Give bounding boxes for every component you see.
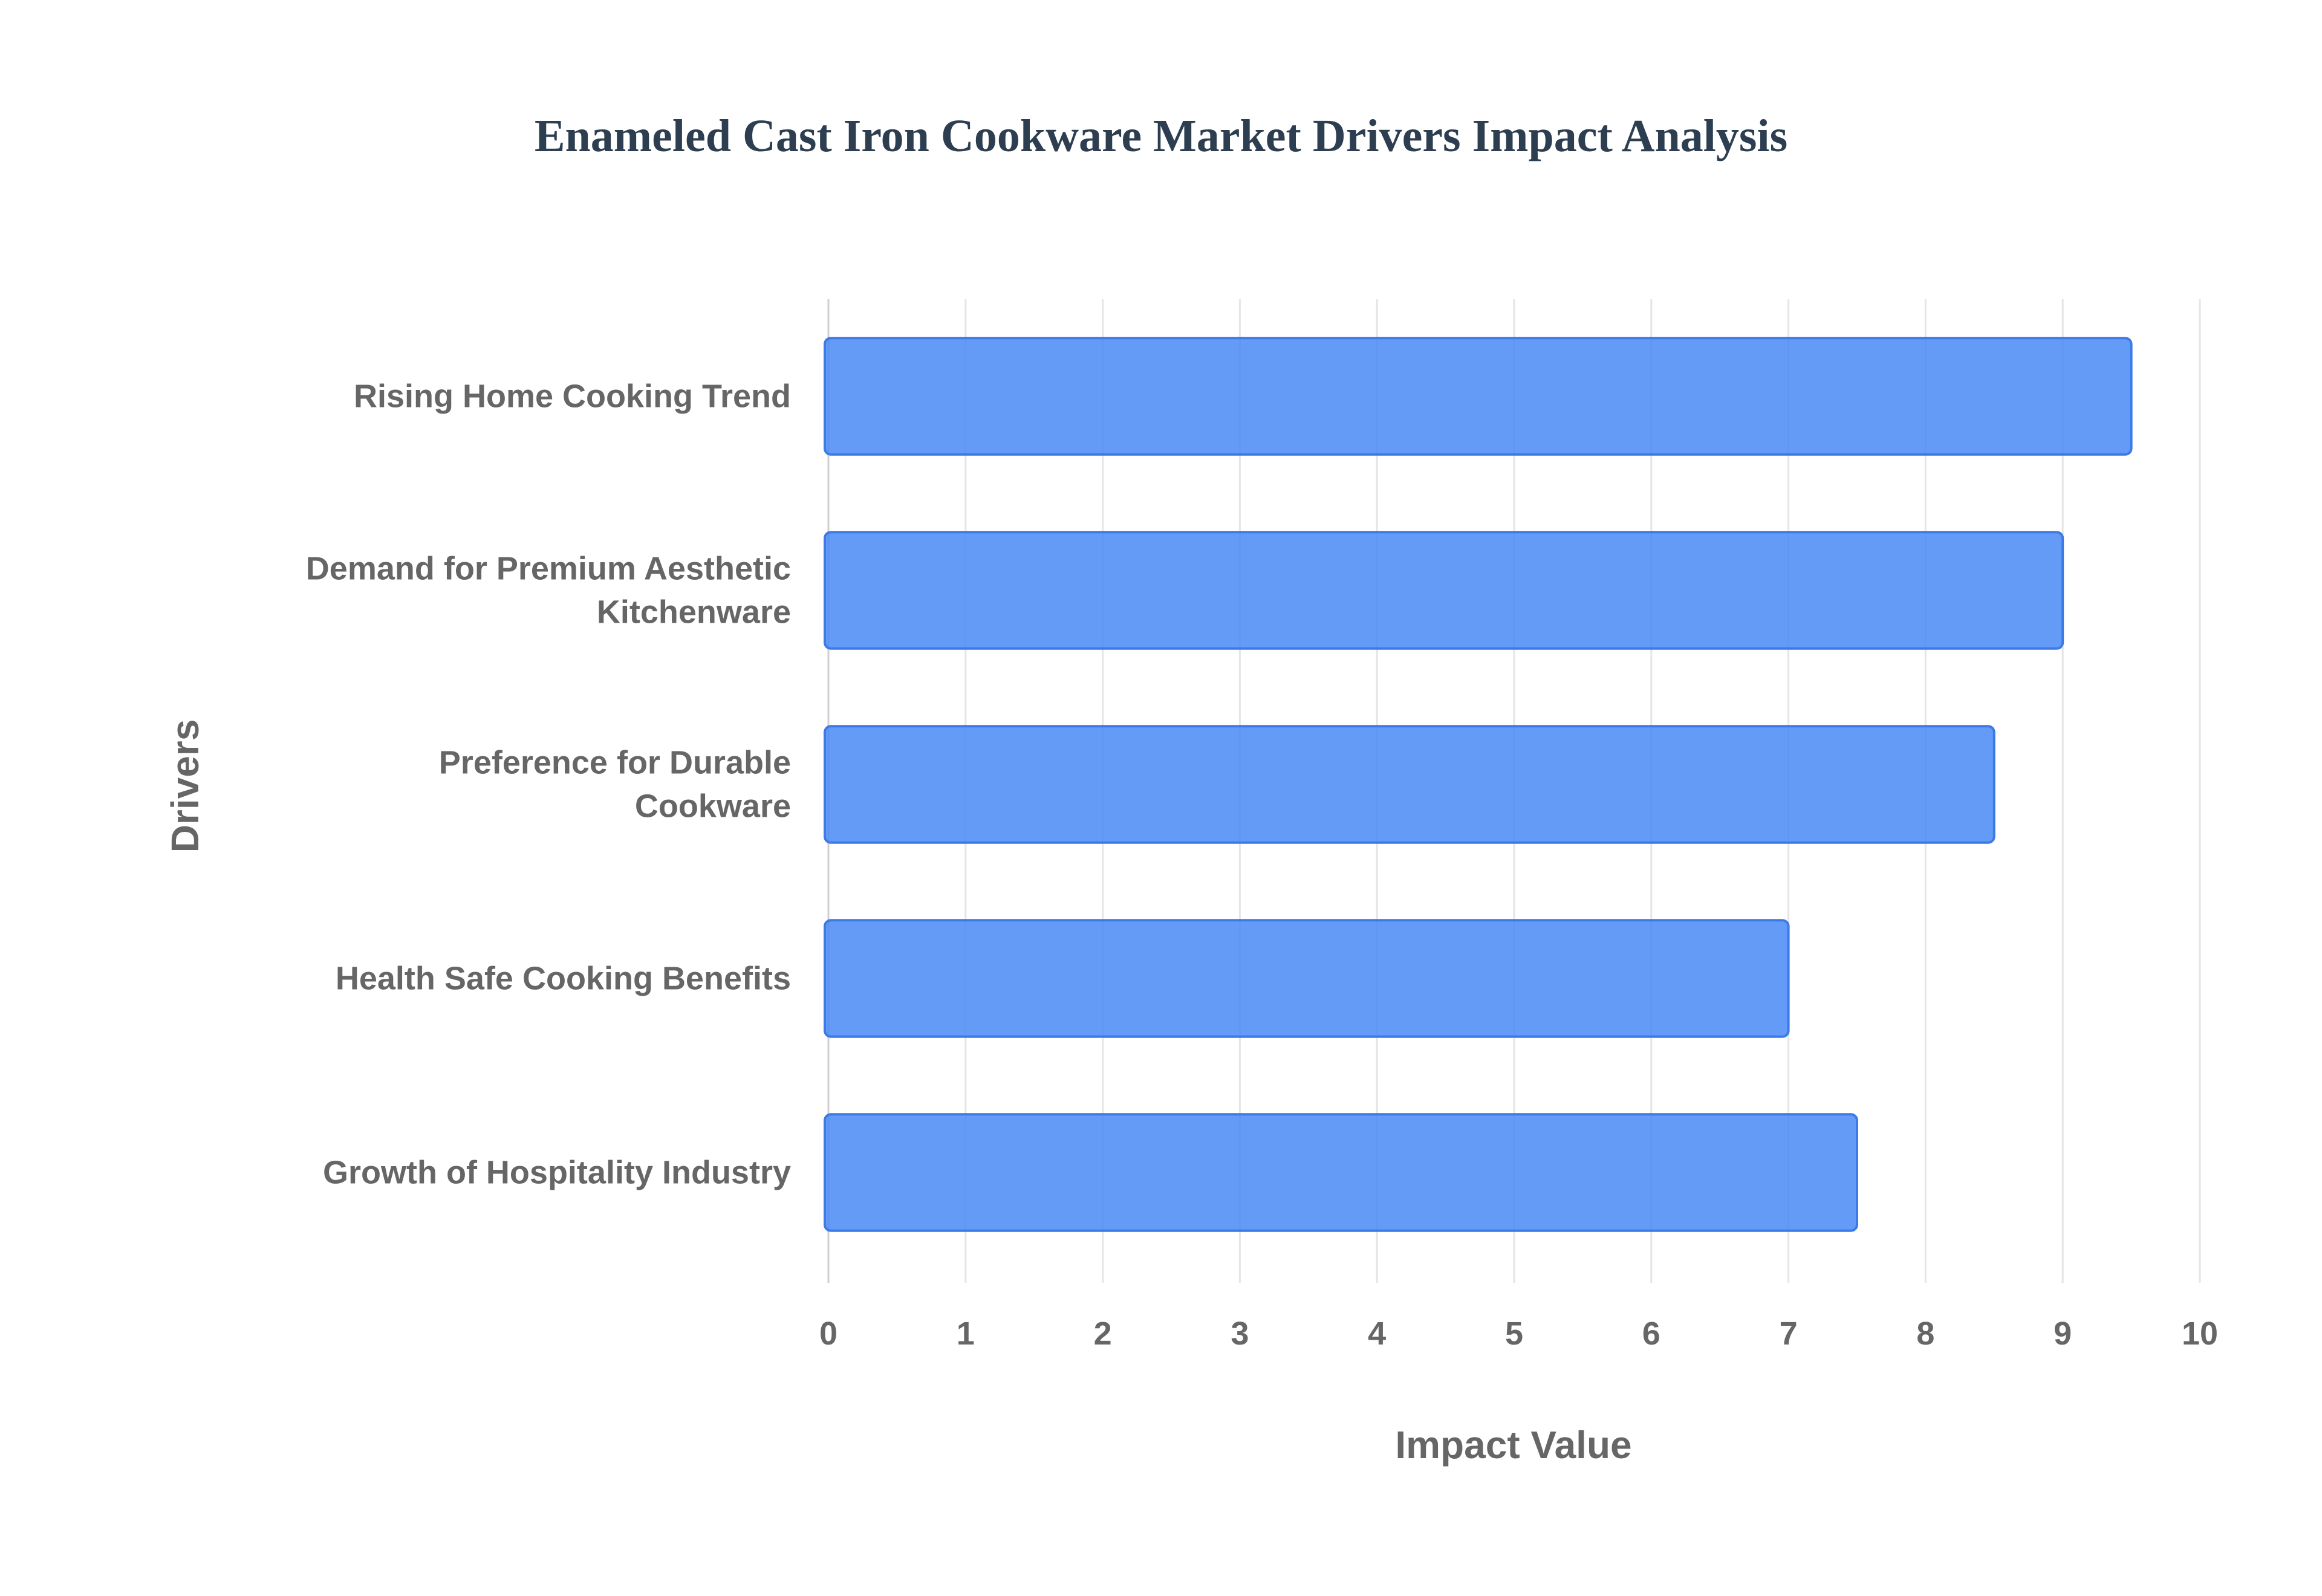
category-label-5: Growth of Hospitality Industry [323,1155,791,1191]
y-axis-title: Drivers [163,719,207,853]
x-tick-label-4: 4 [1368,1315,1386,1352]
x-tick-label-9: 9 [2054,1315,2072,1352]
category-label-4: Health Safe Cooking Benefits [336,961,791,997]
x-tick-label-3: 3 [1231,1315,1249,1352]
x-tick-label-1: 1 [957,1315,975,1352]
bar-1 [824,337,2133,456]
category-label-1: Rising Home Cooking Trend [354,378,791,415]
x-tick-label-0: 0 [819,1315,837,1352]
bars [824,337,2133,1232]
x-tick-label-10: 10 [2182,1315,2218,1352]
bar-5 [824,1113,1858,1232]
x-axis-title: Impact Value [1395,1423,1631,1467]
x-tick-label-7: 7 [1780,1315,1798,1352]
x-tick-label-6: 6 [1642,1315,1660,1352]
x-tick-label-5: 5 [1505,1315,1523,1352]
bar-2 [824,531,2064,650]
x-tick-label-8: 8 [1916,1315,1934,1352]
bar-4 [824,919,1790,1038]
x-tick-label-2: 2 [1094,1315,1112,1352]
category-label-2: Demand for Premium Aesthetic Kitchenware [306,551,791,631]
bar-3 [824,725,1995,844]
x-tick-labels: 0 1 2 3 4 5 6 7 8 9 10 [819,1315,2218,1352]
category-labels: Rising Home Cooking Trend Demand for Prem… [306,378,791,1191]
chart-title: Enameled Cast Iron Cookware Market Drive… [535,111,1787,161]
category-label-3: Preference for Durable Cookware [439,745,791,825]
